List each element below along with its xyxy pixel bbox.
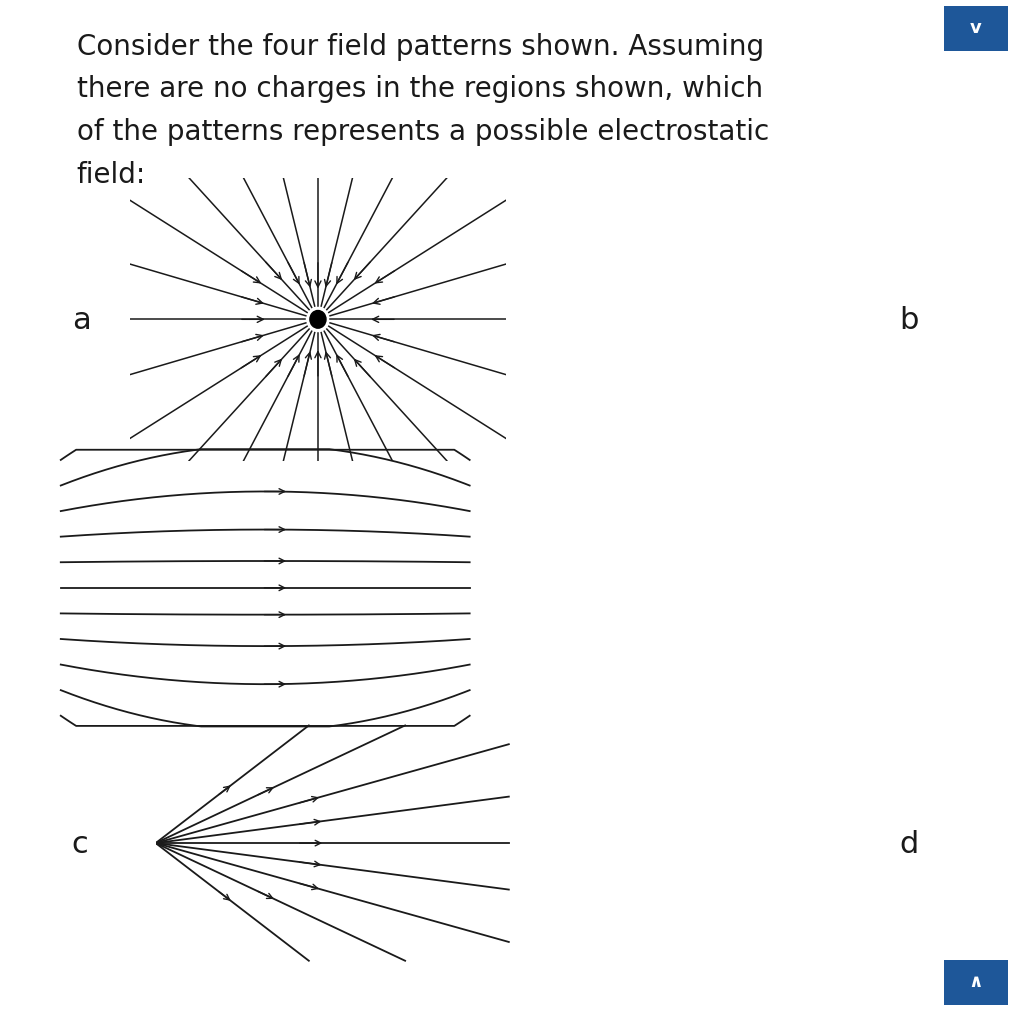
- Text: ∧: ∧: [969, 973, 983, 992]
- Text: there are no charges in the regions shown, which: there are no charges in the regions show…: [77, 75, 763, 104]
- Text: field:: field:: [77, 161, 146, 189]
- Text: v: v: [970, 19, 982, 38]
- Text: of the patterns represents a possible electrostatic: of the patterns represents a possible el…: [77, 118, 769, 146]
- Text: a: a: [72, 306, 90, 335]
- Text: c: c: [72, 830, 88, 858]
- Text: Consider the four field patterns shown. Assuming: Consider the four field patterns shown. …: [77, 33, 764, 61]
- Text: b: b: [899, 306, 919, 335]
- Text: d: d: [899, 830, 919, 858]
- Circle shape: [310, 310, 326, 328]
